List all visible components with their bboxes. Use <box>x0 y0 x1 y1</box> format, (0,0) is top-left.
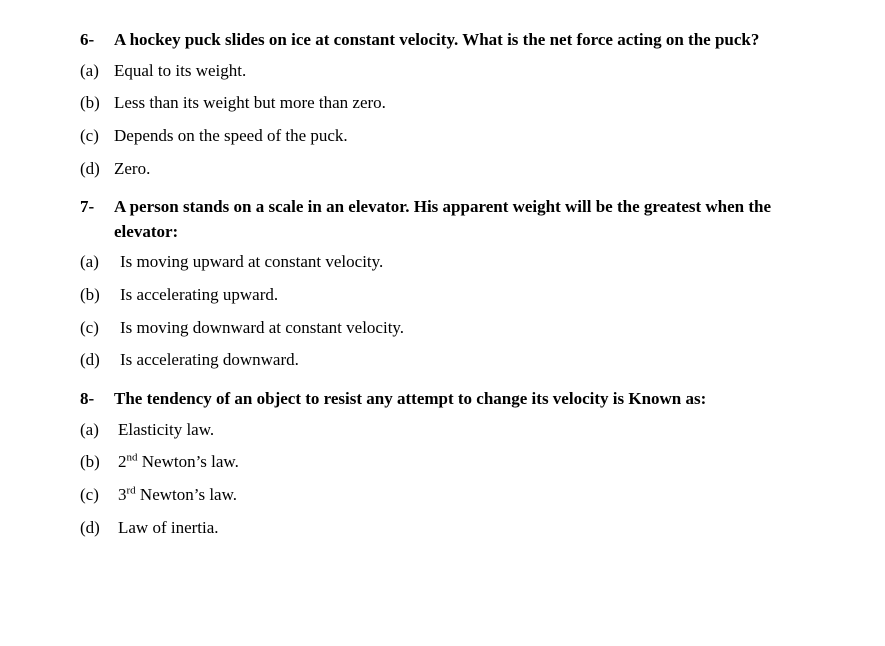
option-label: (c) <box>80 483 118 508</box>
question-6-option-b: (b) Less than its weight but more than z… <box>80 91 815 116</box>
question-8-option-b: (b) 2nd Newton’s law. <box>80 450 815 475</box>
question-7-option-c: (c) Is moving downward at constant veloc… <box>80 316 815 341</box>
question-8-prompt: The tendency of an object to resist any … <box>114 387 706 412</box>
question-8-option-c: (c) 3rd Newton’s law. <box>80 483 815 508</box>
option-text: Equal to its weight. <box>114 59 246 84</box>
option-label: (c) <box>80 124 114 149</box>
option-text: Zero. <box>114 157 150 182</box>
option-text: Law of inertia. <box>118 516 219 541</box>
option-text: 2nd Newton’s law. <box>118 450 239 475</box>
option-label: (d) <box>80 516 118 541</box>
option-text: Elasticity law. <box>118 418 214 443</box>
question-6-option-d: (d) Zero. <box>80 157 815 182</box>
question-8-number: 8- <box>80 387 114 412</box>
option-label: (a) <box>80 418 118 443</box>
question-8-option-d: (d) Law of inertia. <box>80 516 815 541</box>
option-text: Depends on the speed of the puck. <box>114 124 348 149</box>
question-6-option-a: (a) Equal to its weight. <box>80 59 815 84</box>
question-6-option-c: (c) Depends on the speed of the puck. <box>80 124 815 149</box>
question-7-prompt: A person stands on a scale in an elevato… <box>114 195 815 244</box>
option-label: (b) <box>80 450 118 475</box>
option-label: (c) <box>80 316 120 341</box>
option-label: (a) <box>80 250 120 275</box>
question-6-prompt: A hockey puck slides on ice at constant … <box>114 28 759 53</box>
question-7-option-b: (b) Is accelerating upward. <box>80 283 815 308</box>
option-label: (d) <box>80 348 120 373</box>
option-text: Less than its weight but more than zero. <box>114 91 386 116</box>
option-text: 3rd Newton’s law. <box>118 483 237 508</box>
question-6-header: 6- A hockey puck slides on ice at consta… <box>80 28 815 53</box>
question-6: 6- A hockey puck slides on ice at consta… <box>80 28 815 181</box>
question-7-option-a: (a) Is moving upward at constant velocit… <box>80 250 815 275</box>
option-text: Is accelerating upward. <box>120 283 278 308</box>
option-label: (a) <box>80 59 114 84</box>
option-label: (b) <box>80 91 114 116</box>
question-7-number: 7- <box>80 195 114 220</box>
option-label: (b) <box>80 283 120 308</box>
option-label: (d) <box>80 157 114 182</box>
question-6-number: 6- <box>80 28 114 53</box>
question-8-header: 8- The tendency of an object to resist a… <box>80 387 815 412</box>
question-7: 7- A person stands on a scale in an elev… <box>80 195 815 373</box>
question-8: 8- The tendency of an object to resist a… <box>80 387 815 540</box>
option-text: Is moving upward at constant velocity. <box>120 250 383 275</box>
question-7-option-d: (d) Is accelerating downward. <box>80 348 815 373</box>
question-8-option-a: (a) Elasticity law. <box>80 418 815 443</box>
question-7-header: 7- A person stands on a scale in an elev… <box>80 195 815 244</box>
option-text: Is accelerating downward. <box>120 348 299 373</box>
option-text: Is moving downward at constant velocity. <box>120 316 404 341</box>
